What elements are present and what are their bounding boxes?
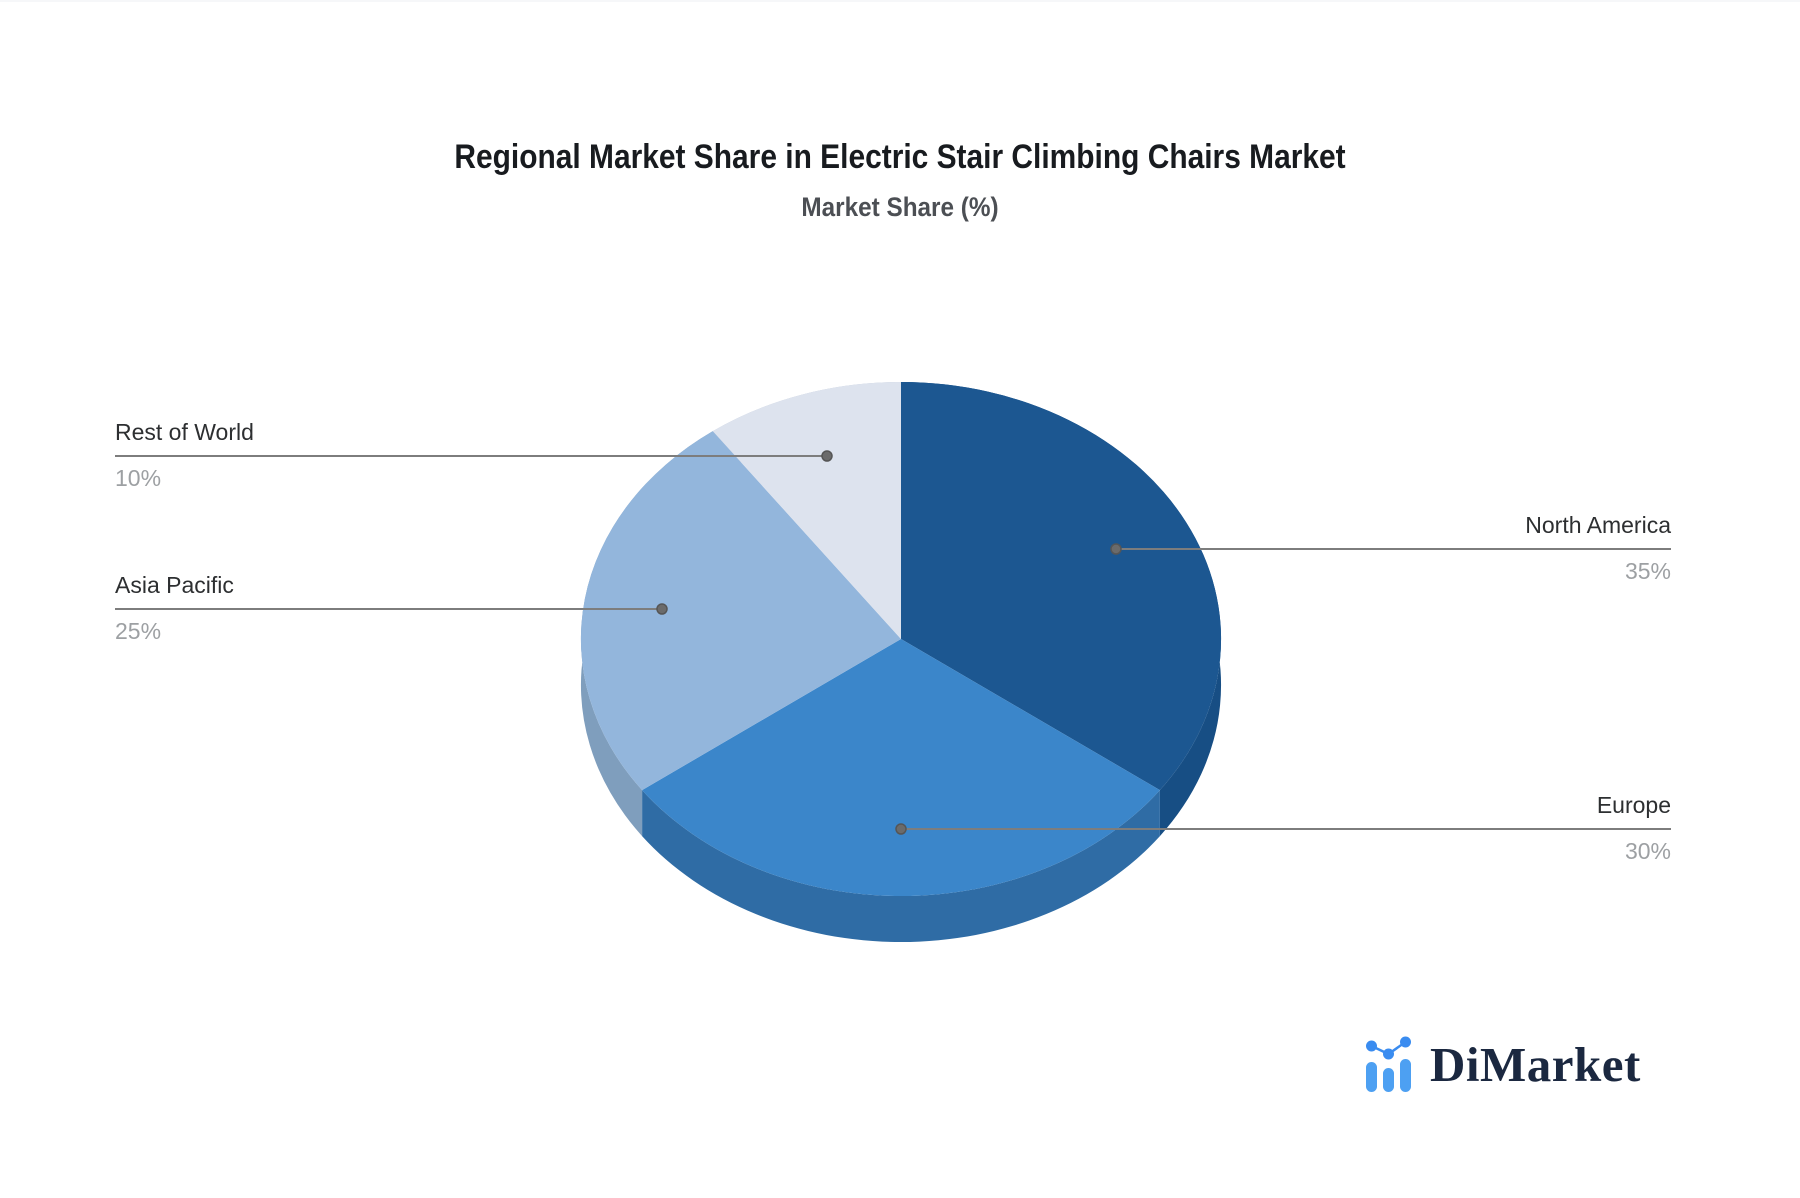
value-europe: 30% <box>1624 838 1671 864</box>
value-north-america: 35% <box>1624 558 1671 584</box>
chart-title: Regional Market Share in Electric Stair … <box>454 138 1346 176</box>
label-asia-pacific: Asia Pacific <box>115 572 234 598</box>
value-asia-pacific: 25% <box>115 618 162 644</box>
pie-slice-north-america[interactable] <box>901 382 1222 791</box>
pie-slice-europe[interactable] <box>642 639 1160 897</box>
dot-north-america <box>1110 543 1122 555</box>
dot-asia-pacific <box>656 603 668 615</box>
label-north-america: North America <box>1525 512 1671 538</box>
pie-slice-rest-of-world[interactable] <box>712 381 901 639</box>
dot-europe <box>895 823 907 835</box>
pie-slice-asia-pacific[interactable] <box>580 431 901 791</box>
label-rest-of-world: Rest of World <box>115 419 254 445</box>
value-rest-of-world: 10% <box>115 465 162 491</box>
chart-subtitle: Market Share (%) <box>801 192 999 222</box>
label-europe: Europe <box>1596 792 1671 818</box>
connector-lines <box>115 455 1671 830</box>
brand-logo: DiMarket <box>1358 1024 1658 1104</box>
connector-dots <box>656 450 1122 835</box>
dot-rest-of-world <box>821 450 833 462</box>
brand-wordmark: DiMarket <box>1430 1036 1641 1092</box>
pie-side-europe <box>642 790 1160 943</box>
bar-chart-logo-icon <box>1366 1036 1411 1092</box>
